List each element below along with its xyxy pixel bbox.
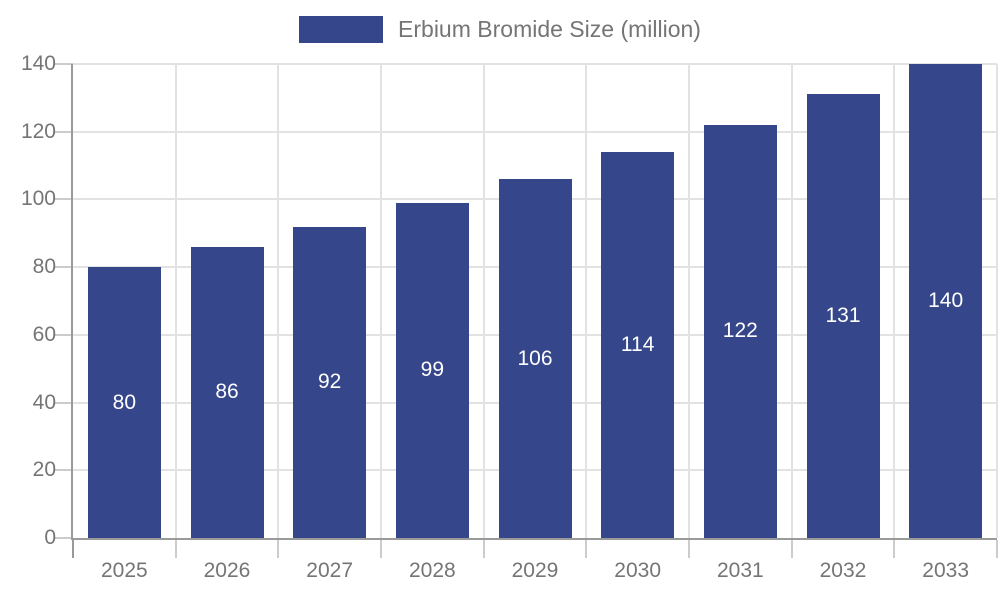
gridline-vertical: [688, 64, 690, 538]
y-axis-tick: [54, 63, 73, 65]
y-axis-tick-label: 80: [32, 255, 56, 279]
y-axis-tick: [54, 469, 73, 472]
gridline-vertical: [380, 64, 382, 538]
x-axis-tick: [893, 540, 896, 558]
gridline-horizontal: [73, 130, 997, 133]
y-axis-tick: [54, 130, 73, 133]
y-axis-tick: [54, 333, 73, 336]
x-axis-tick: [72, 540, 74, 558]
x-axis-tick: [688, 540, 690, 558]
x-axis-tick: [482, 540, 485, 558]
x-axis-tick-label: 2027: [306, 559, 354, 582]
bar-value-label: 131: [825, 304, 861, 328]
bar-2027[interactable]: 92: [293, 226, 367, 538]
bar-value-label: 106: [517, 346, 553, 370]
bar-2028[interactable]: 99: [395, 202, 469, 538]
y-axis-tick: [54, 537, 73, 539]
gridline-vertical: [790, 64, 793, 538]
x-axis-tick: [585, 540, 588, 558]
x-axis-tick-label: 2026: [203, 559, 251, 582]
gridline-vertical: [482, 64, 485, 538]
x-axis-tick: [174, 540, 177, 558]
y-axis-tick: [54, 401, 73, 404]
y-axis-tick-label: 0: [44, 526, 56, 549]
y-axis-line: [71, 64, 73, 540]
gridline-horizontal: [73, 63, 997, 65]
bar-2029[interactable]: 106: [498, 179, 572, 538]
x-axis-line: [73, 538, 997, 540]
gridline-vertical: [893, 64, 896, 538]
bar-value-label: 140: [928, 289, 964, 312]
y-axis-tick-label: 20: [32, 458, 56, 482]
x-axis-tick-label: 2032: [819, 559, 867, 582]
bar-value-label: 92: [317, 370, 342, 394]
x-axis-tick-label: 2029: [511, 559, 559, 582]
x-axis-tick-label: 2033: [922, 559, 970, 582]
bar-2025[interactable]: 80: [87, 267, 161, 538]
y-axis-tick-label: 60: [32, 322, 56, 346]
bar-2026[interactable]: 86: [190, 246, 264, 538]
x-axis-tick-label: 2030: [614, 559, 662, 582]
x-axis-tick-label: 2028: [408, 559, 456, 582]
gridline-vertical: [996, 64, 998, 538]
y-axis-tick-label: 140: [20, 52, 56, 75]
x-axis-tick-label: 2031: [716, 559, 764, 582]
x-axis-tick-label: 2025: [100, 559, 148, 582]
gridline-vertical: [277, 64, 280, 538]
bar-value-label: 122: [722, 319, 758, 343]
bar-value-label: 114: [620, 333, 655, 356]
bar-value-label: 86: [215, 380, 239, 404]
x-axis-tick: [790, 540, 793, 558]
y-axis-tick-label: 100: [20, 187, 56, 211]
y-axis-tick-label: 120: [20, 119, 56, 143]
legend-item[interactable]: Erbium Bromide Size (million): [0, 16, 1000, 43]
legend-swatch: [299, 16, 384, 43]
y-axis-tick: [54, 198, 73, 201]
bar-2032[interactable]: 131: [806, 94, 880, 538]
x-axis-tick: [996, 540, 998, 558]
x-axis-tick: [277, 540, 280, 558]
y-axis-tick-label: 40: [32, 390, 56, 414]
bar-value-label: 80: [112, 390, 136, 414]
gridline-vertical: [174, 64, 177, 538]
gridline-vertical: [585, 64, 588, 538]
bar-2031[interactable]: 122: [703, 124, 777, 538]
legend-label: Erbium Bromide Size (million): [398, 16, 701, 42]
x-axis-tick: [380, 540, 382, 558]
bar-2030[interactable]: 114: [601, 152, 675, 538]
y-axis-tick: [54, 266, 73, 269]
bar-value-label: 99: [420, 358, 444, 382]
bar-2033[interactable]: 140: [909, 64, 983, 538]
